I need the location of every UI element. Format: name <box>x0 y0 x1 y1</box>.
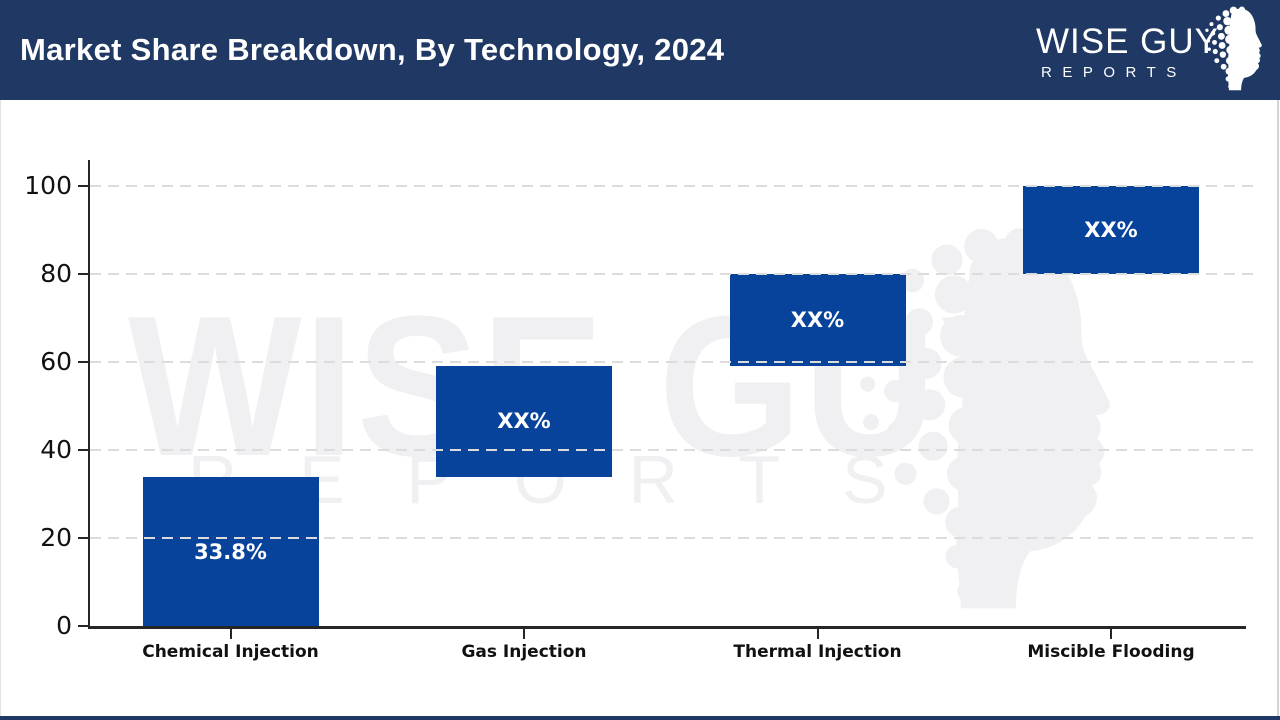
x-axis-line <box>88 626 1246 629</box>
dotted-head-icon <box>1205 6 1262 91</box>
y-tick-label-100: 100 <box>24 171 72 200</box>
y-tick-label-80: 80 <box>40 259 72 288</box>
bar-value-label: XX% <box>790 307 845 332</box>
y-tick-label-40: 40 <box>40 435 72 464</box>
left-edge-line <box>0 100 1 716</box>
x-tick-mark-0 <box>229 629 232 639</box>
y-tick-label-0: 0 <box>56 611 72 640</box>
page-title: Market Share Breakdown, By Technology, 2… <box>20 32 725 67</box>
x-tick-mark-2 <box>816 629 819 639</box>
x-tick-label-2: Thermal Injection <box>733 642 902 662</box>
grid-line-20 <box>90 537 1253 539</box>
footer-bar <box>0 716 1280 720</box>
y-tick-mark-40 <box>78 449 88 451</box>
grid-line-40 <box>90 449 1253 451</box>
x-tick-label-0: Chemical Injection <box>142 642 319 662</box>
y-tick-mark-100 <box>78 185 88 187</box>
y-tick-mark-20 <box>78 537 88 539</box>
grid-line-100 <box>90 185 1253 187</box>
bar-value-label: XX% <box>1084 217 1138 242</box>
y-tick-mark-80 <box>78 273 88 275</box>
y-axis-line <box>88 160 90 629</box>
grid-line-60 <box>90 361 1253 363</box>
grid-line-80 <box>90 273 1253 275</box>
wise-guy-reports-logo: WISE GUY REPORTS <box>1022 0 1272 100</box>
x-tick-label-1: Gas Injection <box>461 642 587 662</box>
bar-miscible-flooding: XX% <box>1023 186 1199 274</box>
y-tick-label-60: 60 <box>40 347 72 376</box>
right-edge-line <box>1277 100 1279 716</box>
logo-wordmark: WISE GUY <box>1036 22 1220 61</box>
y-tick-label-20: 20 <box>40 523 72 552</box>
x-tick-mark-1 <box>523 629 525 639</box>
bar-thermal-injection: XX% <box>729 273 906 366</box>
logo-subtitle: REPORTS <box>1041 64 1187 81</box>
header-bar: Market Share Breakdown, By Technology, 2… <box>0 0 1280 100</box>
bar-value-label: 33.8% <box>194 539 267 564</box>
y-tick-mark-60 <box>78 361 88 363</box>
bar-gas-injection: XX% <box>436 365 612 478</box>
y-tick-mark-0 <box>78 625 88 627</box>
bar-value-label: XX% <box>497 409 551 434</box>
x-tick-label-3: Miscible Flooding <box>1027 642 1195 662</box>
x-tick-mark-3 <box>1110 629 1112 639</box>
bar-chemical-injection: 33.8% <box>142 477 319 626</box>
